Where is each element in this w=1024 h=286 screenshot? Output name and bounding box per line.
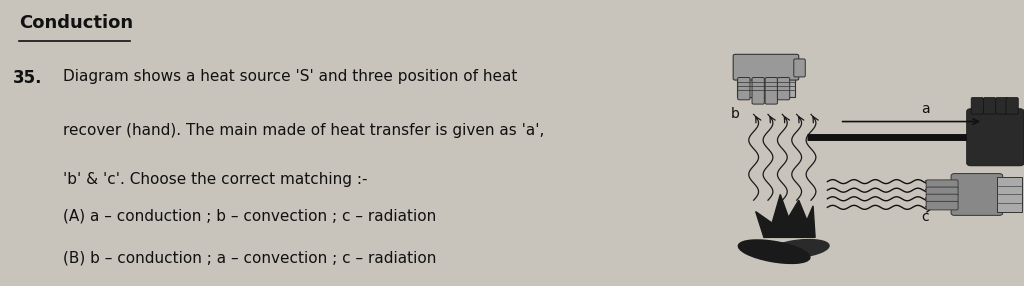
FancyBboxPatch shape [737,78,750,100]
FancyBboxPatch shape [926,187,958,196]
FancyBboxPatch shape [733,54,799,80]
Ellipse shape [738,240,810,263]
Text: Diagram shows a heat source 'S' and three position of heat: Diagram shows a heat source 'S' and thre… [63,69,518,84]
FancyBboxPatch shape [752,78,764,104]
FancyBboxPatch shape [765,78,777,104]
FancyBboxPatch shape [997,177,1022,212]
FancyBboxPatch shape [971,98,983,114]
Text: b: b [731,108,740,121]
FancyBboxPatch shape [995,98,1008,114]
FancyBboxPatch shape [777,78,790,100]
FancyBboxPatch shape [1006,98,1018,114]
FancyBboxPatch shape [967,109,1024,166]
Text: (A) a – conduction ; b – convection ; c – radiation: (A) a – conduction ; b – convection ; c … [63,209,437,224]
FancyBboxPatch shape [926,194,958,203]
FancyBboxPatch shape [794,59,805,77]
Text: 'b' & 'c'. Choose the correct matching :-: 'b' & 'c'. Choose the correct matching :… [63,172,368,186]
FancyBboxPatch shape [951,174,1002,215]
FancyBboxPatch shape [983,98,995,114]
Text: recover (hand). The main made of heat transfer is given as 'a',: recover (hand). The main made of heat tr… [63,123,545,138]
Text: a: a [922,102,930,116]
Text: c: c [922,210,929,224]
FancyBboxPatch shape [926,180,958,188]
Ellipse shape [768,240,829,258]
FancyBboxPatch shape [926,201,958,210]
Polygon shape [756,194,815,237]
Text: 35.: 35. [12,69,42,87]
Text: (B) b – conduction ; a – convection ; c – radiation: (B) b – conduction ; a – convection ; c … [63,250,437,265]
FancyBboxPatch shape [737,77,795,97]
Text: Conduction: Conduction [19,14,133,32]
